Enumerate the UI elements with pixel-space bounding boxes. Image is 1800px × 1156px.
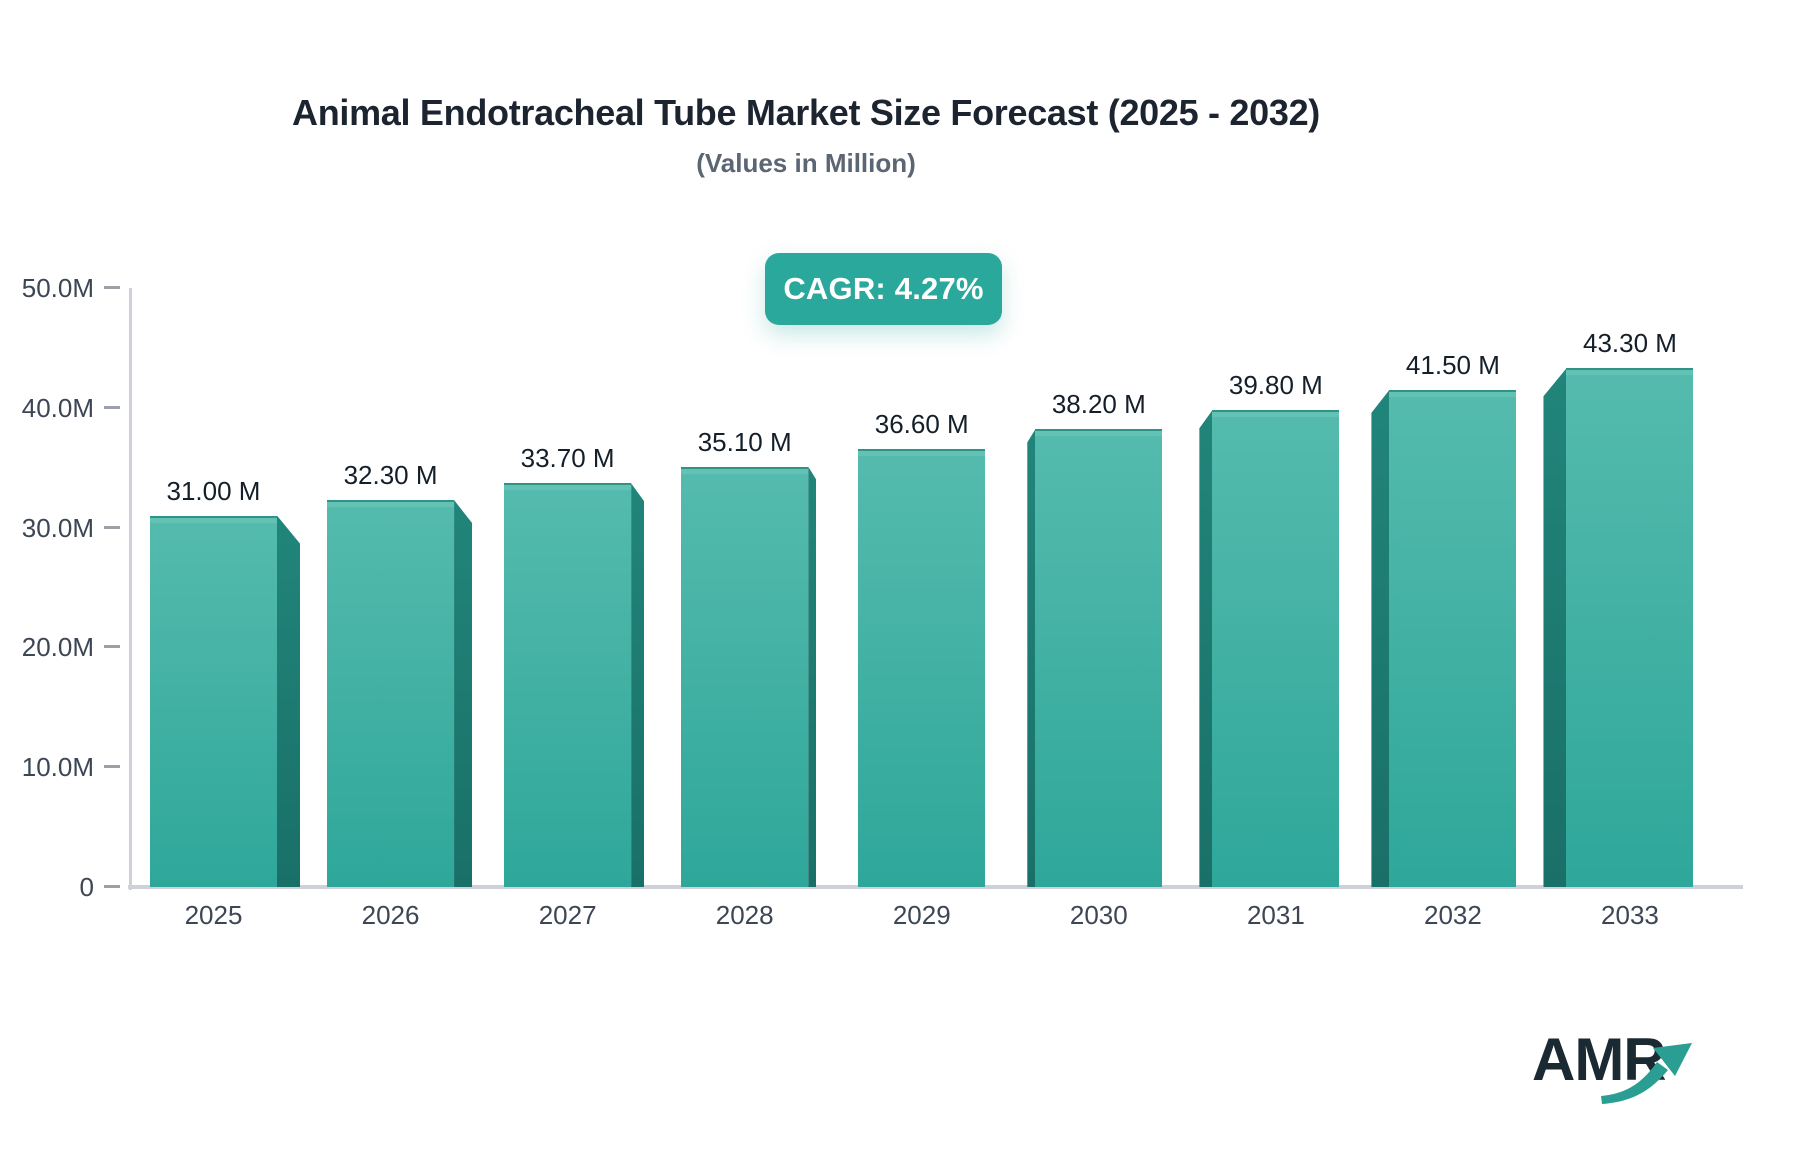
y-tick-label: 30.0M bbox=[21, 512, 94, 543]
bar-front-2033 bbox=[1566, 368, 1694, 887]
bar-front-2030 bbox=[1035, 429, 1163, 887]
bar-value-label: 39.80 M bbox=[1228, 370, 1323, 401]
bar-value-label: 38.20 M bbox=[1051, 389, 1146, 420]
bar-top-face bbox=[1566, 368, 1694, 376]
bar-value-label: 31.00 M bbox=[166, 475, 261, 506]
bar-side-3d bbox=[1027, 429, 1036, 887]
bar-front-2029 bbox=[858, 448, 986, 887]
y-axis-line bbox=[129, 288, 132, 890]
y-tick-label: 10.0M bbox=[21, 752, 94, 783]
x-axis-line bbox=[128, 885, 1743, 889]
y-tick-dash bbox=[104, 885, 120, 888]
bar-value-label: 35.10 M bbox=[697, 426, 792, 457]
y-tick-dash bbox=[104, 645, 120, 649]
y-tick-dash bbox=[104, 525, 120, 529]
x-tick-label: 2032 bbox=[1423, 900, 1482, 930]
amr-logo: AMR bbox=[1532, 1030, 1722, 1130]
y-tick-label: 50.0M bbox=[21, 273, 94, 303]
y-tick-dash bbox=[104, 765, 120, 769]
bar-front-2028 bbox=[681, 466, 809, 887]
bar-top-face bbox=[1035, 429, 1163, 437]
bar-front-2032 bbox=[1389, 389, 1517, 887]
cagr-badge-label: CAGR: 4.27% bbox=[783, 271, 984, 306]
bar-front-2027 bbox=[504, 483, 632, 887]
bar-top-face bbox=[1389, 389, 1517, 397]
y-tick-dash bbox=[104, 405, 120, 409]
bar-front-2026 bbox=[327, 500, 455, 887]
bar-side-3d bbox=[277, 515, 300, 887]
bar-value-label: 32.30 M bbox=[343, 460, 438, 491]
bar-top-face bbox=[681, 466, 809, 474]
bar-side-3d bbox=[454, 500, 473, 887]
x-tick-label: 2026 bbox=[361, 900, 420, 930]
bar-side-3d bbox=[1371, 389, 1390, 887]
y-tick-label: 20.0M bbox=[21, 632, 94, 663]
bar-value-label: 36.60 M bbox=[874, 408, 969, 439]
bar-top-face bbox=[150, 515, 277, 523]
bar-side-3d bbox=[1543, 368, 1567, 887]
bar-top-face bbox=[858, 448, 986, 456]
x-tick-label: 2030 bbox=[1069, 900, 1128, 930]
growth-arrow-icon bbox=[1601, 1043, 1692, 1104]
y-tick-dash bbox=[104, 286, 120, 289]
bar-front-2031 bbox=[1212, 410, 1340, 887]
chart-subtitle: (Values in Million) bbox=[696, 148, 916, 178]
x-tick-label: 2028 bbox=[715, 900, 774, 930]
bar-side-3d bbox=[631, 483, 645, 887]
bar-front-2025 bbox=[150, 515, 277, 887]
x-tick-label: 2031 bbox=[1246, 900, 1305, 930]
bar-side-3d bbox=[808, 466, 817, 887]
bar-side-3d bbox=[1199, 410, 1213, 887]
x-tick-label: 2025 bbox=[184, 900, 243, 930]
bar-value-label: 33.70 M bbox=[520, 443, 615, 474]
y-tick-label: 40.0M bbox=[21, 392, 94, 423]
bar-value-label: 41.50 M bbox=[1405, 349, 1500, 380]
bar-top-face bbox=[327, 500, 455, 508]
cagr-badge: CAGR: 4.27% bbox=[765, 253, 1002, 325]
page-title: Animal Endotracheal Tube Market Size For… bbox=[291, 92, 1321, 133]
bar-top-face bbox=[504, 483, 632, 491]
x-tick-label: 2033 bbox=[1601, 900, 1659, 930]
y-tick-label: 0 bbox=[79, 872, 94, 902]
bar-value-label: 43.30 M bbox=[1582, 328, 1677, 359]
bar-top-face bbox=[1212, 410, 1340, 418]
x-tick-label: 2027 bbox=[538, 900, 597, 930]
x-tick-label: 2029 bbox=[892, 900, 951, 930]
